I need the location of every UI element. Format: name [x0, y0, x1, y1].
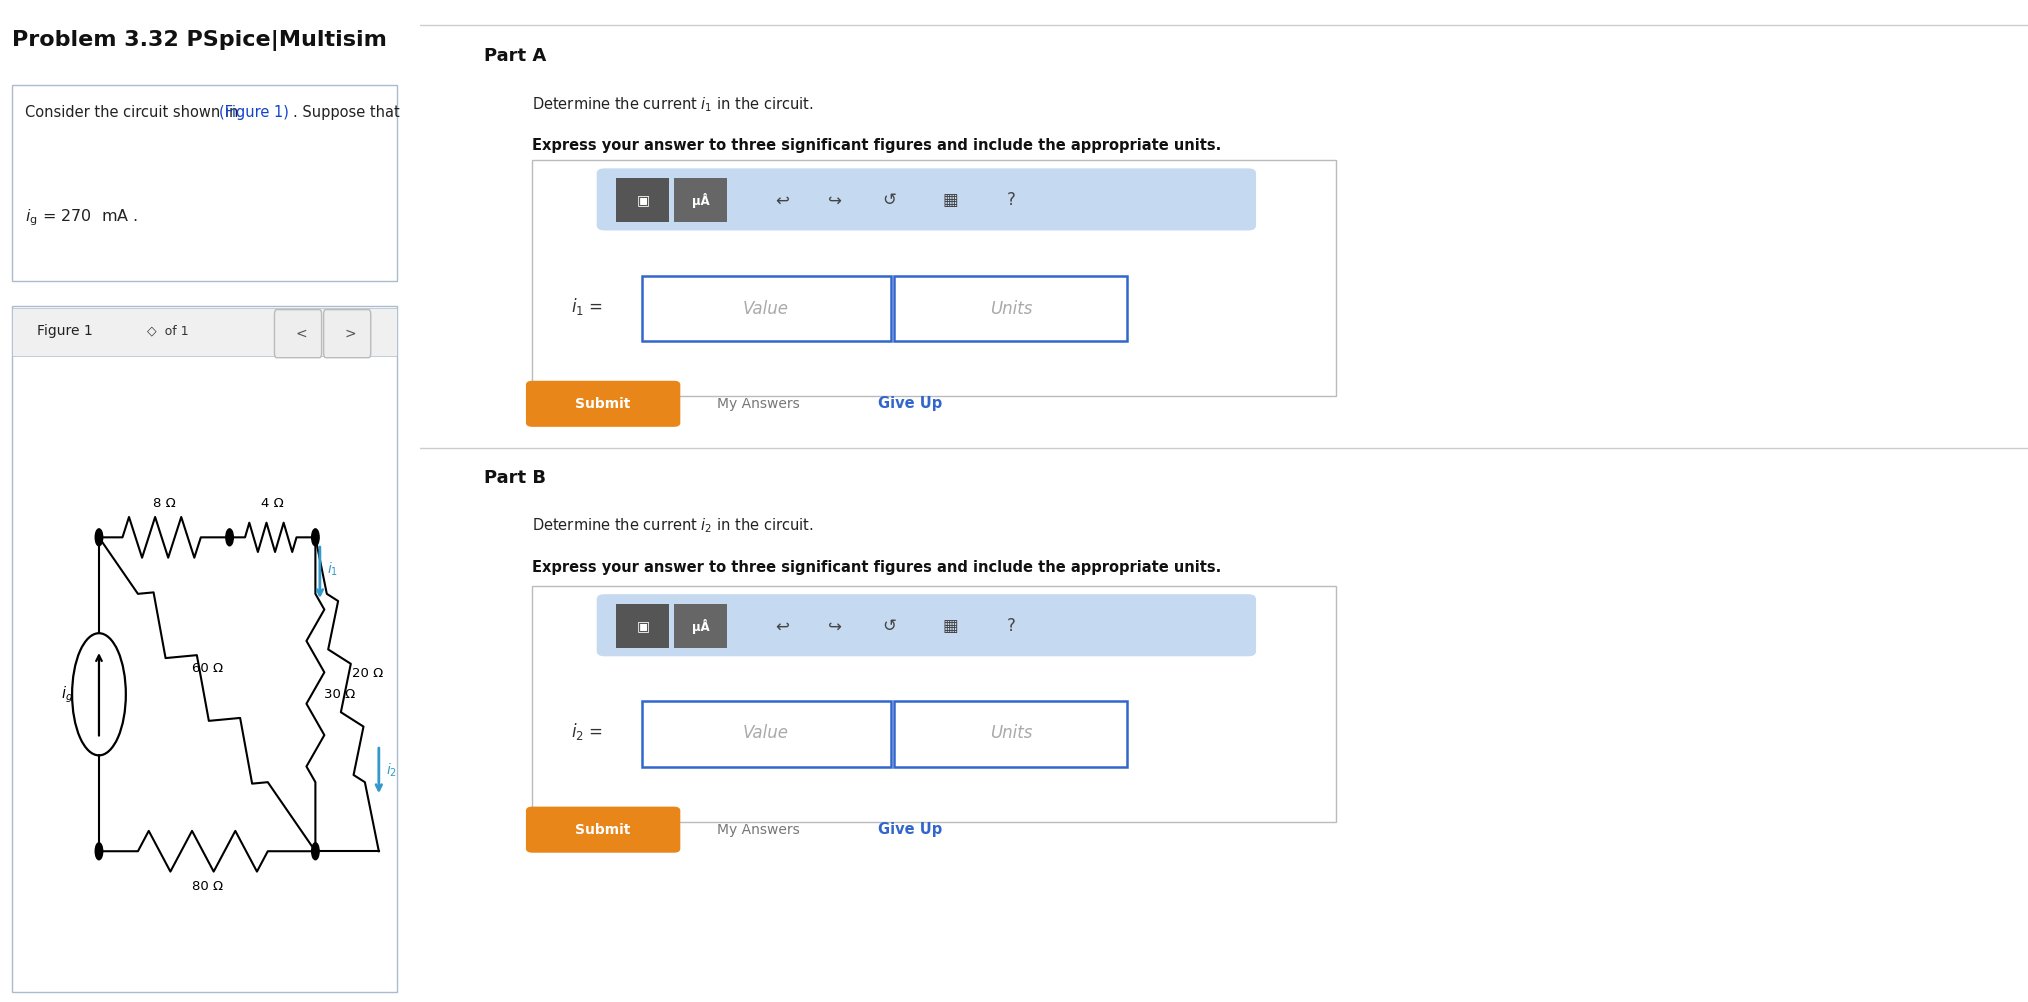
- Text: My Answers: My Answers: [718, 397, 801, 411]
- FancyBboxPatch shape: [641, 701, 890, 767]
- Text: Part A: Part A: [485, 47, 546, 65]
- Text: >: >: [345, 327, 357, 341]
- Text: Value: Value: [742, 300, 789, 318]
- Text: ↩: ↩: [775, 617, 789, 635]
- FancyBboxPatch shape: [617, 604, 669, 648]
- FancyBboxPatch shape: [274, 310, 322, 358]
- Text: Part B: Part B: [485, 469, 546, 487]
- Text: Value: Value: [742, 724, 789, 742]
- Text: 30 Ω: 30 Ω: [324, 687, 355, 700]
- Text: My Answers: My Answers: [718, 823, 801, 837]
- Text: ◇  of 1: ◇ of 1: [148, 325, 189, 337]
- Text: . Suppose that: . Suppose that: [292, 105, 400, 120]
- FancyBboxPatch shape: [12, 85, 397, 281]
- FancyBboxPatch shape: [894, 701, 1128, 767]
- Text: 80 Ω: 80 Ω: [191, 881, 223, 894]
- Text: ↩: ↩: [775, 191, 789, 209]
- Text: Units: Units: [990, 300, 1032, 318]
- FancyBboxPatch shape: [596, 594, 1255, 656]
- Text: ▣: ▣: [637, 193, 649, 207]
- Text: Problem 3.32 PSpice|Multisim: Problem 3.32 PSpice|Multisim: [12, 30, 387, 51]
- FancyBboxPatch shape: [596, 168, 1255, 230]
- Text: Submit: Submit: [576, 397, 631, 411]
- Text: $i_1$: $i_1$: [327, 561, 339, 578]
- Text: (Figure 1): (Figure 1): [219, 105, 290, 120]
- Text: Submit: Submit: [576, 823, 631, 837]
- Text: Express your answer to three significant figures and include the appropriate uni: Express your answer to three significant…: [533, 560, 1221, 575]
- FancyBboxPatch shape: [894, 276, 1128, 341]
- FancyBboxPatch shape: [525, 381, 679, 427]
- FancyBboxPatch shape: [12, 306, 397, 992]
- Text: ?: ?: [1008, 191, 1016, 209]
- Text: ↪: ↪: [827, 191, 842, 209]
- Text: Express your answer to three significant figures and include the appropriate uni: Express your answer to three significant…: [533, 138, 1221, 153]
- Text: $\it{i}_{\rm g}$ = 270  mA .: $\it{i}_{\rm g}$ = 270 mA .: [24, 207, 138, 228]
- Text: $i_2$: $i_2$: [387, 762, 397, 780]
- Circle shape: [95, 843, 103, 860]
- Circle shape: [95, 529, 103, 546]
- Text: $i_2$ =: $i_2$ =: [572, 721, 602, 741]
- Text: Determine the current $\it{i}_2$ in the circuit.: Determine the current $\it{i}_2$ in the …: [533, 516, 813, 535]
- Text: ?: ?: [1008, 617, 1016, 635]
- Circle shape: [312, 843, 318, 860]
- Text: ▦: ▦: [943, 617, 959, 635]
- Text: 60 Ω: 60 Ω: [191, 662, 223, 675]
- FancyBboxPatch shape: [12, 308, 397, 356]
- Circle shape: [225, 529, 233, 546]
- Text: ↪: ↪: [827, 617, 842, 635]
- FancyBboxPatch shape: [641, 276, 890, 341]
- Text: 4 Ω: 4 Ω: [262, 497, 284, 510]
- FancyBboxPatch shape: [617, 178, 669, 222]
- Text: $i_g$: $i_g$: [61, 684, 73, 704]
- Text: ↺: ↺: [882, 191, 896, 209]
- Text: $i_1$ =: $i_1$ =: [572, 297, 602, 317]
- Text: <: <: [296, 327, 306, 341]
- FancyBboxPatch shape: [525, 807, 679, 853]
- Text: Consider the circuit shown in: Consider the circuit shown in: [24, 105, 243, 120]
- Text: Give Up: Give Up: [878, 397, 943, 411]
- Text: μÅ: μÅ: [692, 193, 710, 207]
- Circle shape: [312, 529, 318, 546]
- Text: 8 Ω: 8 Ω: [152, 497, 176, 510]
- Text: Units: Units: [990, 724, 1032, 742]
- FancyBboxPatch shape: [533, 160, 1336, 396]
- Text: μÅ: μÅ: [692, 619, 710, 633]
- Text: 20 Ω: 20 Ω: [353, 666, 383, 679]
- Text: ↺: ↺: [882, 617, 896, 635]
- FancyBboxPatch shape: [673, 604, 726, 648]
- FancyBboxPatch shape: [533, 586, 1336, 822]
- Text: Determine the current $\it{i}_1$ in the circuit.: Determine the current $\it{i}_1$ in the …: [533, 95, 813, 114]
- Text: ▣: ▣: [637, 619, 649, 633]
- FancyBboxPatch shape: [324, 310, 371, 358]
- Text: Figure 1: Figure 1: [37, 324, 93, 338]
- Text: Give Up: Give Up: [878, 823, 943, 837]
- Text: ▦: ▦: [943, 191, 959, 209]
- FancyBboxPatch shape: [673, 178, 726, 222]
